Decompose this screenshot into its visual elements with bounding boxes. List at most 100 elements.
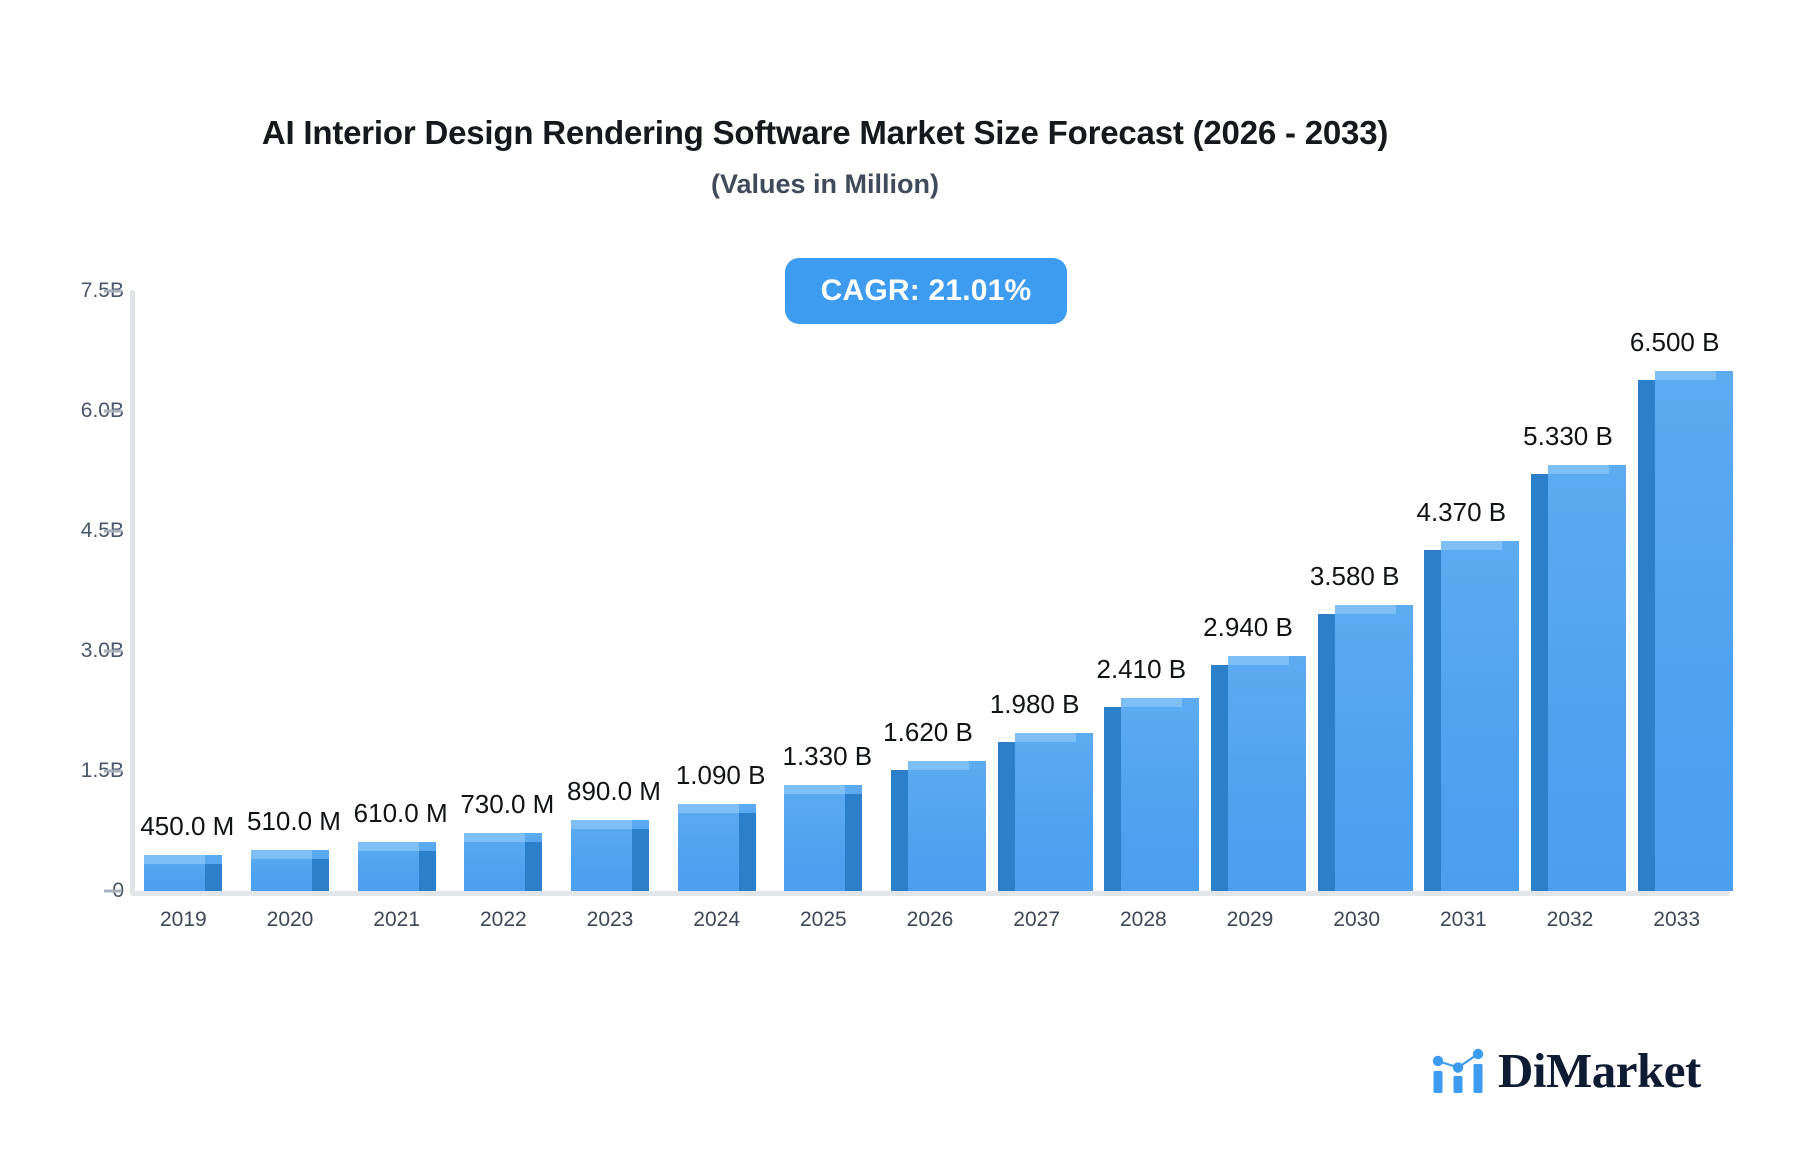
x-axis-tick-label: 2025 (799, 908, 847, 931)
y-axis-tick-mark (104, 769, 122, 773)
y-axis-line (130, 290, 135, 895)
bar-side-face (738, 812, 756, 891)
bar-side-face (312, 859, 329, 891)
brand-logo: DiMarket (1432, 1046, 1701, 1095)
bar-front-face (1654, 371, 1733, 891)
x-axis-tick-label: 2031 (1439, 908, 1487, 931)
y-axis-tick-mark (104, 409, 122, 413)
bar-2029[interactable] (1211, 655, 1306, 891)
bar-2031[interactable] (1424, 541, 1520, 891)
x-axis-tick-label: 2020 (266, 908, 314, 931)
x-axis-tick-label: 2032 (1546, 908, 1594, 931)
bar-side-face (1104, 707, 1122, 891)
bar-side-face (997, 741, 1015, 891)
bar-chart-icon (1432, 1048, 1484, 1093)
bar-front-face (1548, 464, 1626, 891)
bar-value-label: 3.580 B (1309, 560, 1400, 591)
bar-value-label: 1.330 B (782, 740, 873, 771)
bar-2019[interactable] (144, 855, 223, 891)
page-title: AI Interior Design Rendering Software Ma… (261, 114, 1389, 151)
bar-front-face (1334, 604, 1413, 891)
bar-2020[interactable] (251, 850, 329, 891)
bar-side-face (205, 864, 223, 891)
x-axis-line (130, 891, 1730, 896)
bar-top-face (784, 784, 846, 794)
x-axis-tick-label: 2026 (906, 908, 954, 931)
bar-top-face (1548, 464, 1609, 474)
bar-top-face (144, 855, 206, 864)
bar-value-label: 2.410 B (1096, 654, 1187, 685)
y-axis-tick-label: 6.0B (80, 399, 124, 422)
bar-top-face (1014, 732, 1076, 742)
bar-value-label: 510.0 M (247, 806, 341, 837)
bar-side-face (845, 793, 863, 891)
y-axis-tick-label: 7.5B (80, 279, 124, 302)
bar-2032[interactable] (1531, 464, 1626, 891)
x-axis-tick-label: 2033 (1653, 908, 1701, 931)
bar-2025[interactable] (784, 784, 863, 891)
bar-value-label: 890.0 M (567, 775, 661, 806)
y-axis-tick-mark (104, 289, 122, 293)
bar-top-face (1334, 604, 1396, 614)
bar-top-face (571, 819, 632, 829)
cagr-badge-label: CAGR: 21.01% (820, 274, 1032, 307)
bar-value-label: 730.0 M (460, 788, 555, 819)
y-axis-tick-label: 3.0B (80, 639, 124, 662)
x-axis-tick-label: 2021 (373, 908, 421, 931)
y-axis-tick-label: 1.5B (80, 759, 124, 782)
bar-value-label: 450.0 M (140, 811, 235, 841)
bar-value-label: 1.090 B (675, 759, 766, 790)
bar-side-face (1317, 613, 1335, 891)
bar-2021[interactable] (357, 842, 436, 891)
bar-top-face (677, 803, 739, 813)
bar-side-face (632, 828, 649, 891)
y-axis-tick-label: 4.5B (80, 519, 124, 542)
bar-front-face (1228, 655, 1306, 891)
bar-top-face (251, 850, 312, 860)
bar-2027[interactable] (997, 732, 1093, 891)
bar-side-face (1424, 550, 1442, 891)
bar-front-face (1014, 732, 1093, 891)
bar-2030[interactable] (1317, 604, 1413, 891)
bar-side-face (1637, 380, 1655, 891)
bar-value-label: 1.980 B (989, 688, 1080, 719)
bar-side-face (1211, 664, 1228, 891)
bar-top-face (1654, 371, 1716, 380)
bar-value-label: 5.330 B (1523, 420, 1613, 451)
bar-side-face (891, 770, 908, 891)
bar-side-face (418, 851, 436, 891)
bar-front-face (1441, 541, 1520, 891)
x-axis-tick-label: 2022 (479, 908, 527, 931)
y-axis-tick-mark (104, 529, 122, 533)
cagr-badge: CAGR: 21.01% (785, 258, 1067, 324)
bar-value-label: 4.370 B (1416, 497, 1507, 528)
bar-2026[interactable] (891, 761, 986, 891)
bar-2023[interactable] (571, 819, 649, 891)
y-axis-tick-mark (104, 889, 122, 893)
x-axis-tick-label: 2028 (1119, 908, 1167, 931)
bar-value-label: 610.0 M (353, 798, 448, 829)
brand-name: DiMarket (1498, 1043, 1701, 1098)
x-axis-tick-label: 2027 (1013, 908, 1061, 931)
bar-side-face (1531, 473, 1548, 891)
bar-2024[interactable] (677, 803, 756, 891)
bar-value-label: 6.500 B (1629, 327, 1720, 357)
bar-2028[interactable] (1104, 698, 1200, 891)
bar-2022[interactable] (464, 832, 543, 891)
x-axis-tick-label: 2019 (159, 908, 207, 931)
chart-subtitle: (Values in Million) (710, 169, 940, 199)
bar-top-face (357, 842, 419, 852)
x-axis-tick-label: 2023 (586, 908, 634, 931)
bar-front-face (908, 761, 986, 891)
bar-2033[interactable] (1637, 371, 1733, 891)
bar-top-face (1228, 655, 1289, 665)
bar-top-face (908, 761, 969, 771)
bar-value-label: 2.940 B (1203, 611, 1293, 642)
x-axis-tick-label: 2030 (1333, 908, 1381, 931)
bar-top-face (1441, 541, 1503, 551)
bar-top-face (464, 832, 526, 842)
x-axis-tick-label: 2024 (693, 908, 741, 931)
bar-front-face (1121, 698, 1200, 891)
